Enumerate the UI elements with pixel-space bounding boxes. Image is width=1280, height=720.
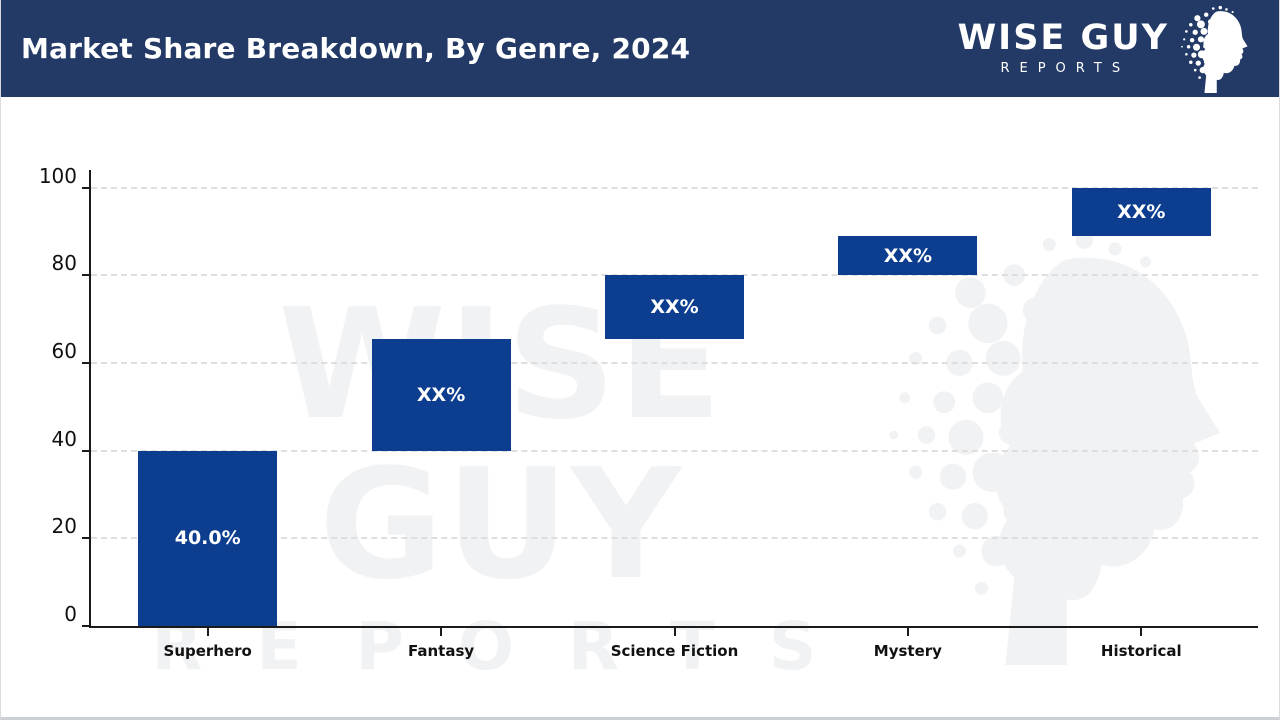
logo-text: WISE GUY REPORTS <box>957 18 1169 77</box>
y-tick-label: 20 <box>51 514 77 539</box>
gridline <box>91 274 1258 277</box>
y-tick-mark <box>82 361 91 364</box>
bar-segment: 40.0% <box>138 450 278 626</box>
x-tick-mark <box>440 628 443 636</box>
gridline <box>91 537 1258 540</box>
logo-wordmark: WISE GUY <box>957 18 1169 58</box>
header: Market Share Breakdown, By Genre, 2024 W… <box>1 0 1279 97</box>
x-tick-label: Superhero <box>163 642 252 660</box>
bar-value-label: XX% <box>650 296 699 319</box>
x-tick-label: Mystery <box>873 642 942 660</box>
bar-segment: XX% <box>371 338 511 451</box>
y-tick-mark <box>82 625 91 627</box>
bar-value-label: 40.0% <box>174 527 241 550</box>
y-tick-mark <box>82 537 91 540</box>
wiseguy-logo: WISE GUY REPORTS <box>958 5 1259 93</box>
gridline <box>91 449 1258 452</box>
x-tick-label: Fantasy <box>408 642 475 660</box>
gridline <box>91 361 1258 364</box>
y-tick-label: 80 <box>51 251 77 276</box>
y-tick-label: 100 <box>38 163 77 188</box>
page-title: Market Share Breakdown, By Genre, 2024 <box>21 32 691 65</box>
logo-subtext: REPORTS <box>1000 61 1131 76</box>
y-tick-label: 40 <box>51 426 77 451</box>
bar-value-label: XX% <box>416 383 466 406</box>
plot-area: 0 20 40 60 80 100 40.0% Superhero XX% Fantasy XX% S… <box>39 164 1258 660</box>
y-tick-mark <box>82 274 91 277</box>
bar-segment: XX% <box>605 275 744 339</box>
y-tick-mark <box>82 186 91 189</box>
bar-value-label: XX% <box>1117 200 1166 223</box>
bar-value-label: XX% <box>883 244 933 267</box>
x-tick-label: Historical <box>1100 642 1182 660</box>
y-tick-mark <box>82 449 91 452</box>
wiseguy-face-icon <box>1181 5 1248 93</box>
gridline <box>91 186 1258 189</box>
x-tick-mark <box>206 628 209 636</box>
x-tick-label: Science Fiction <box>610 642 739 660</box>
y-tick-label: 0 <box>64 602 77 626</box>
x-tick-mark <box>1140 628 1143 636</box>
y-tick-label: 60 <box>51 338 77 363</box>
x-tick-mark <box>906 628 909 636</box>
x-tick-mark <box>673 628 676 636</box>
bar-segment: XX% <box>838 235 978 276</box>
bar-segment: XX% <box>1071 187 1211 236</box>
